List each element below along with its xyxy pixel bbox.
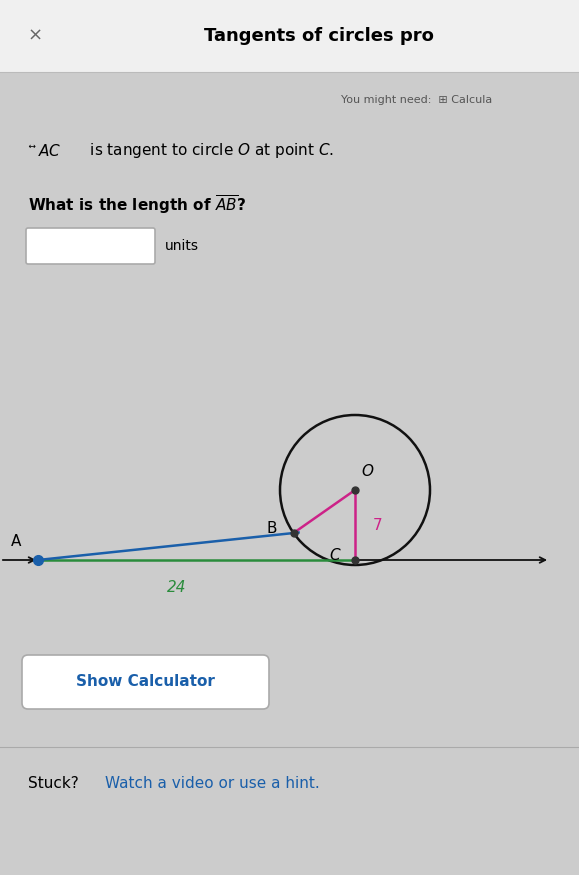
Text: Stuck?: Stuck?: [28, 775, 79, 790]
Text: $\overleftrightarrow{AC}$: $\overleftrightarrow{AC}$: [28, 143, 61, 159]
Bar: [0, 0, 579, 72]
Text: O: O: [361, 465, 373, 480]
Text: units: units: [165, 239, 199, 253]
Text: Watch a video or use a hint.: Watch a video or use a hint.: [105, 775, 320, 790]
Text: What is the length of $\overline{AB}$?: What is the length of $\overline{AB}$?: [28, 193, 246, 216]
Text: B: B: [266, 521, 277, 536]
Text: ×: ×: [27, 27, 43, 45]
Text: Tangents of circles pro: Tangents of circles pro: [203, 27, 434, 45]
FancyBboxPatch shape: [22, 655, 269, 709]
Text: You might need:  ⊞ Calcula: You might need: ⊞ Calcula: [341, 95, 493, 105]
Text: 24: 24: [167, 580, 186, 596]
Text: A: A: [11, 535, 21, 550]
Text: is tangent to circle $O$ at point $C$.: is tangent to circle $O$ at point $C$.: [85, 142, 334, 160]
Text: Show Calculator: Show Calculator: [76, 675, 215, 690]
Text: C: C: [329, 548, 340, 563]
FancyBboxPatch shape: [26, 228, 155, 264]
Text: 7: 7: [373, 517, 383, 533]
